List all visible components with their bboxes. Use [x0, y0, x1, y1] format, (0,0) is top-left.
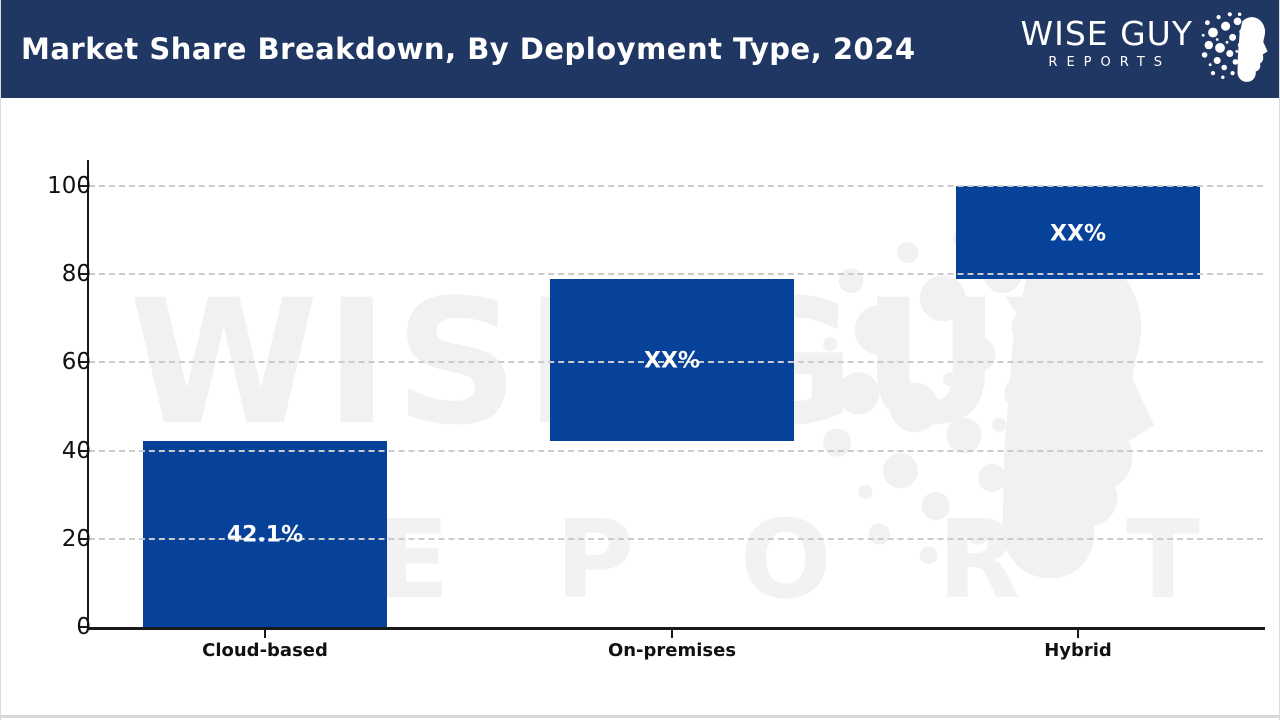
- y-tick-label: 20: [61, 525, 91, 552]
- header-band: Market Share Breakdown, By Deployment Ty…: [1, 0, 1279, 98]
- brand-face-icon: [1201, 12, 1268, 82]
- bar-value-label: 42.1%: [226, 522, 304, 548]
- gridline-y-100: [89, 185, 1263, 187]
- brand-name: WISE GUY: [1020, 14, 1193, 53]
- x-tick-mark: [1077, 630, 1079, 638]
- y-tick-mark: [79, 449, 88, 452]
- bar-value-label: XX%: [644, 348, 700, 374]
- y-tick-mark: [79, 537, 88, 540]
- y-tick-mark: [79, 185, 88, 187]
- bar-value-label: XX%: [1050, 221, 1106, 247]
- bar-on-premises: [550, 279, 794, 442]
- gridline-y-20: [89, 537, 1263, 540]
- x-category-label: Cloud-based: [202, 640, 328, 661]
- chart-title: Market Share Breakdown, By Deployment Ty…: [21, 32, 916, 66]
- brand-logo: WISE GUY REPORTS: [1020, 14, 1193, 70]
- y-tick-mark: [79, 273, 88, 276]
- y-tick-label: 40: [61, 437, 91, 464]
- gridline-y-40: [89, 449, 1263, 452]
- x-axis-line: [87, 627, 1265, 630]
- bar-cloud-based: [143, 441, 387, 627]
- y-tick-label: 0: [76, 614, 91, 640]
- y-axis-line: [87, 160, 89, 629]
- bar-hybrid: [956, 186, 1200, 280]
- gridline-y-60: [89, 361, 1263, 364]
- x-tick-mark: [671, 630, 673, 638]
- y-tick-label: 60: [61, 349, 91, 376]
- x-tick-mark: [264, 630, 266, 638]
- y-tick-mark: [79, 626, 88, 628]
- x-category-label: Hybrid: [1044, 640, 1112, 661]
- y-tick-label: 80: [61, 261, 91, 288]
- watermark-face-icon: [823, 227, 1154, 579]
- gridline-y-80: [89, 273, 1263, 276]
- footer-divider: [1, 715, 1279, 718]
- brand-subname: REPORTS: [1048, 55, 1172, 70]
- y-tick-label: 100: [47, 173, 91, 199]
- x-category-label: On-premises: [607, 640, 737, 661]
- y-tick-mark: [79, 361, 88, 364]
